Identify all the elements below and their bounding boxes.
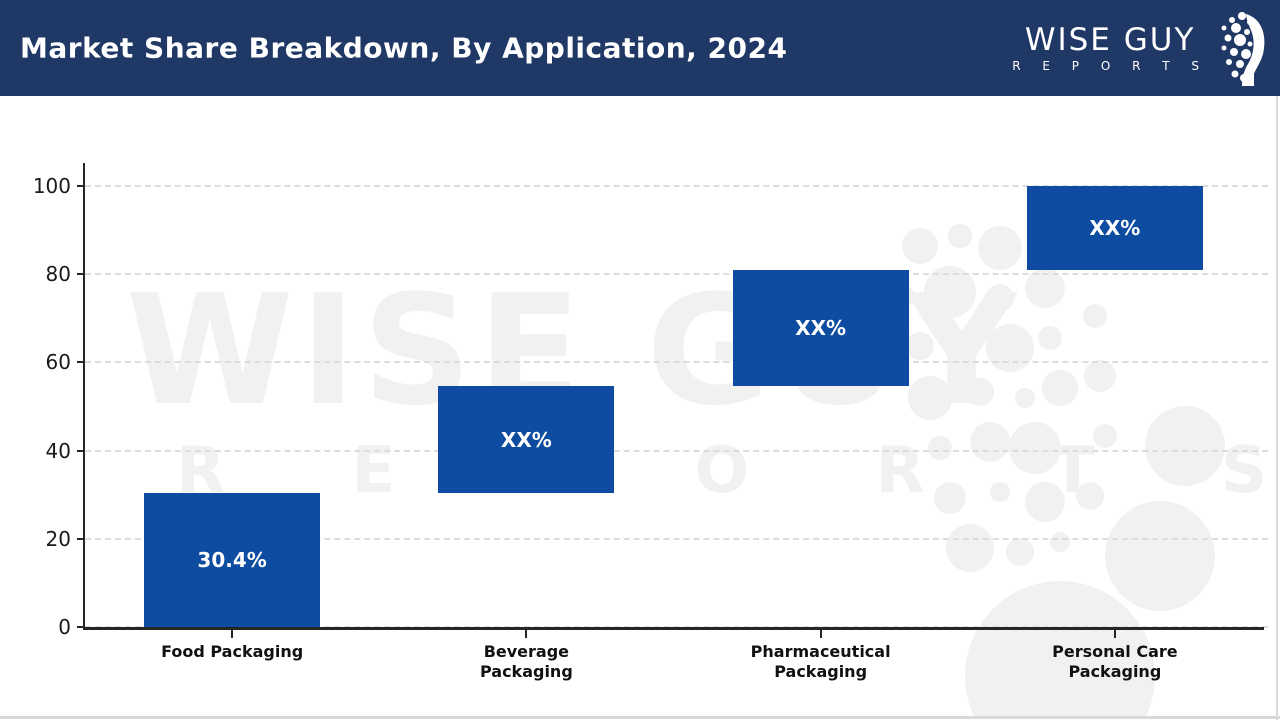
logo-subtitle: R E P O R T S — [1012, 58, 1208, 73]
gridline — [85, 537, 1268, 540]
y-axis-tick — [77, 626, 85, 628]
logo-text: WISE GUY R E P O R T S — [1012, 23, 1208, 72]
wise-guy-reports-logo: WISE GUY R E P O R T S — [1012, 8, 1266, 88]
bar-value-label: 30.4% — [197, 547, 267, 572]
x-axis-tick — [819, 630, 822, 638]
gridline — [85, 185, 1268, 187]
x-tick-label: Pharmaceutical Packaging — [750, 642, 891, 681]
y-tick-label: 0 — [58, 615, 71, 639]
y-axis-line — [83, 163, 85, 629]
frame-bottom-border — [0, 716, 1280, 719]
y-axis-tick — [77, 361, 85, 364]
x-axis-tick — [1113, 630, 1116, 638]
page-title: Market Share Breakdown, By Application, … — [20, 31, 788, 65]
bar-segment: XX% — [438, 386, 615, 493]
bar-value-label: XX% — [795, 315, 847, 340]
bar-value-label: XX% — [500, 427, 552, 452]
gridline — [85, 449, 1268, 452]
x-tick-label: Beverage Packaging — [479, 642, 573, 681]
y-tick-label: 100 — [32, 174, 71, 198]
x-tick-label: Food Packaging — [161, 642, 304, 661]
y-axis-tick — [77, 537, 85, 540]
frame-right-border — [1276, 96, 1278, 720]
bar-segment: XX% — [1026, 186, 1203, 270]
y-axis-tick — [77, 185, 85, 187]
bar-segment: XX% — [732, 269, 909, 387]
y-axis-tick — [77, 449, 85, 452]
y-tick-label: 20 — [45, 526, 71, 551]
y-tick-label: 40 — [45, 438, 71, 463]
x-axis-tick — [525, 630, 528, 638]
logo-wordmark: WISE GUY — [1024, 22, 1196, 59]
y-axis-tick — [77, 273, 85, 276]
x-axis-line — [83, 627, 1264, 630]
watermark-face-dots — [895, 224, 1225, 716]
y-tick-label: 60 — [45, 350, 71, 375]
bar-value-label: XX% — [1089, 215, 1141, 240]
x-tick-label: Personal Care Packaging — [1052, 642, 1178, 681]
header-bar: Market Share Breakdown, By Application, … — [0, 0, 1280, 96]
gridline — [85, 273, 1268, 276]
x-axis-tick — [231, 630, 234, 638]
bar-segment: 30.4% — [144, 492, 321, 627]
gridline — [85, 361, 1268, 364]
face-profile-icon — [1221, 12, 1265, 86]
y-tick-label: 80 — [45, 262, 71, 287]
